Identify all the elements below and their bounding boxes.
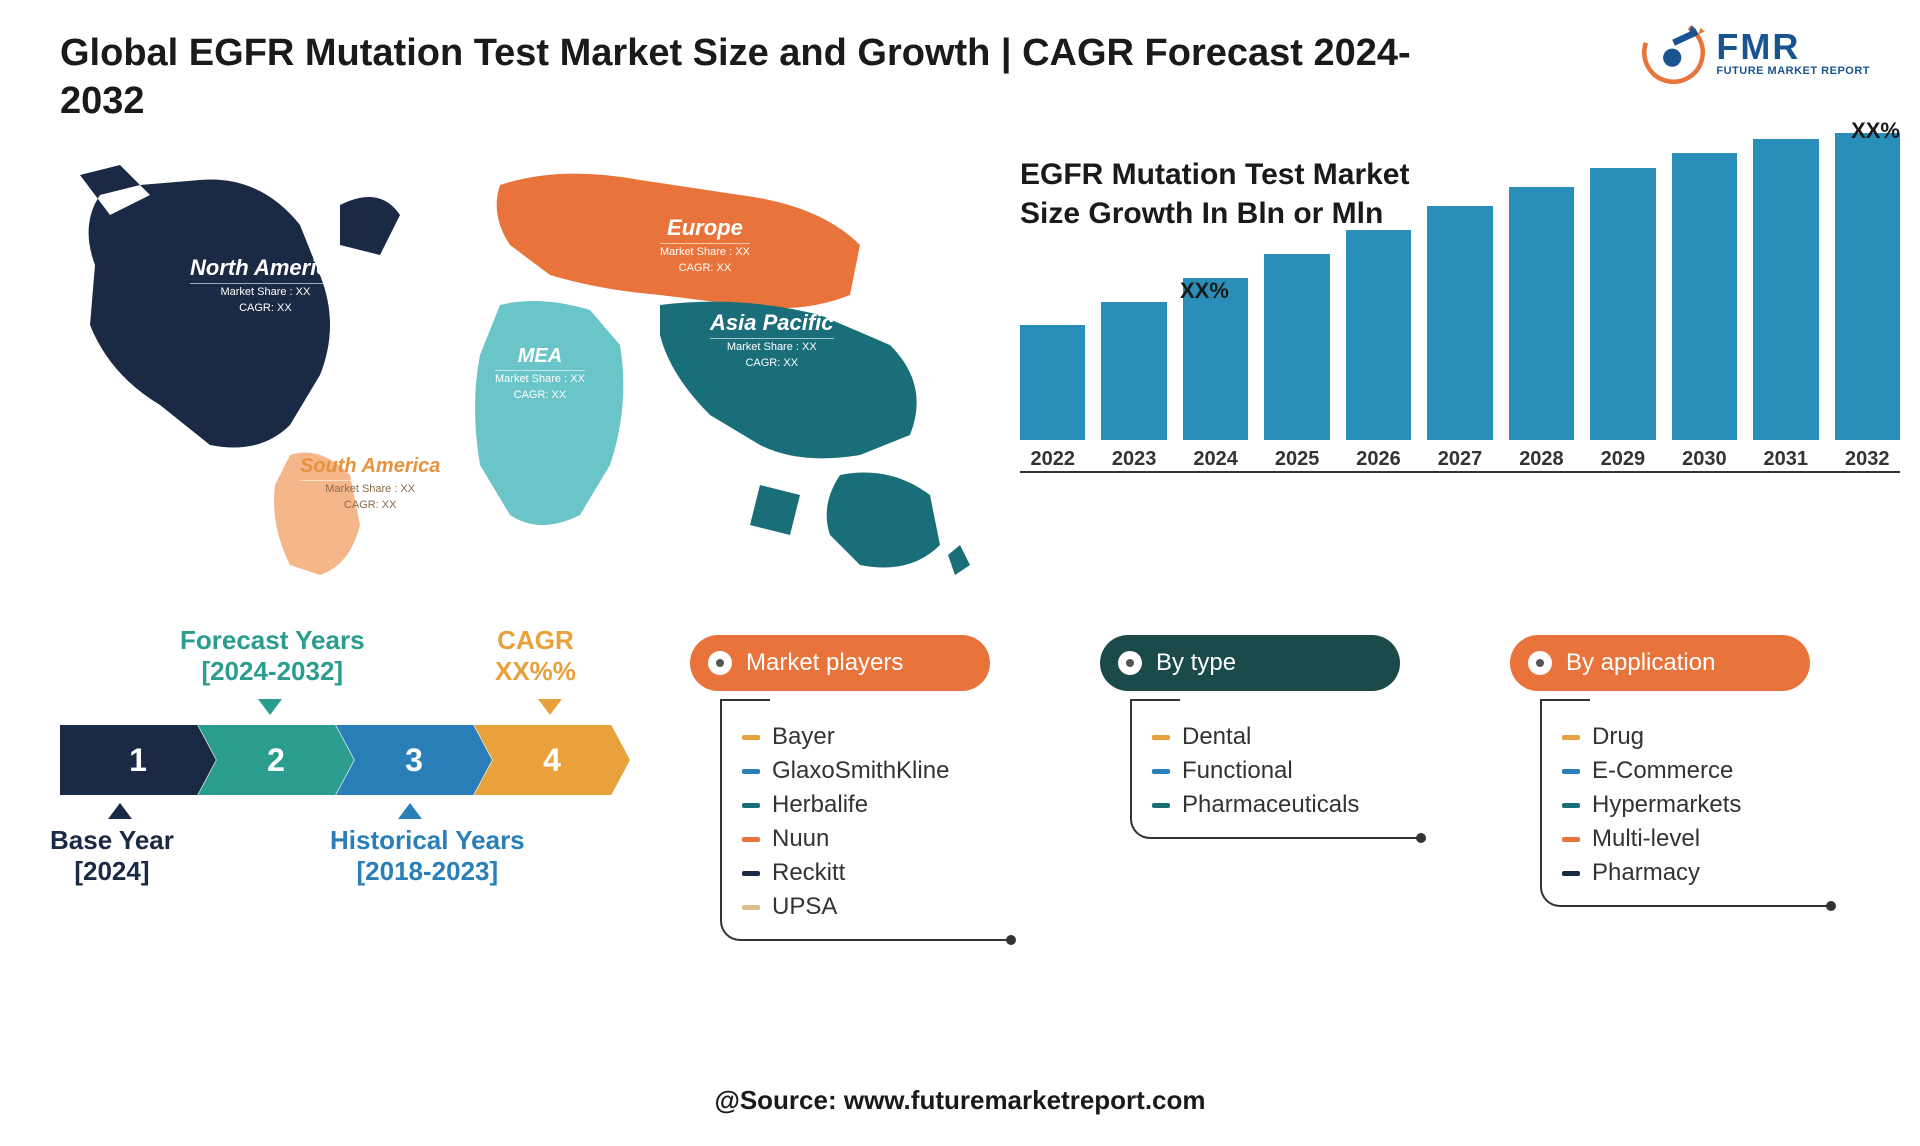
by-application-pill: By application — [1510, 635, 1810, 691]
bar-2027: 2027 — [1427, 133, 1492, 471]
timeline-forecast-label: Forecast Years[2024-2032] — [180, 625, 365, 687]
timeline: Forecast Years[2024-2032] CAGRXX%% 1234 … — [60, 635, 630, 941]
logo-abbr: FMR — [1716, 29, 1870, 65]
bar-2025: 2025 — [1264, 133, 1329, 471]
region-europe: Europe Market Share : XX CAGR: XX — [660, 215, 750, 274]
logo-subtitle: FUTURE MARKET REPORT — [1716, 65, 1870, 77]
by-application-col: By application Drug E-Commerce Hypermarket… — [1510, 635, 1860, 941]
timeline-seg-1: 1 — [60, 725, 216, 795]
region-asia-pacific: Asia Pacific Market Share : XX CAGR: XX — [710, 310, 834, 369]
list-item: E-Commerce — [1562, 757, 1830, 785]
region-mea: MEA Market Share : XX CAGR: XX — [495, 345, 585, 401]
region-south-america: South America Market Share : XX CAGR: XX — [300, 455, 440, 511]
world-map: North America Market Share : XX CAGR: XX… — [60, 145, 980, 585]
timeline-base-label: Base Year[2024] — [50, 825, 174, 887]
by-type-col: By type Dental Functional Pharmaceuticals — [1100, 635, 1450, 941]
list-item: Hypermarkets — [1562, 791, 1830, 819]
telescope-icon — [1641, 20, 1706, 85]
bar-chart-section: EGFR Mutation Test Market Size Growth In… — [1020, 145, 1900, 585]
list-item: UPSA — [742, 893, 1010, 921]
bar-2022: 2022 — [1020, 133, 1085, 471]
chart-annot-2024: XX% — [1180, 278, 1229, 304]
list-item: Bayer — [742, 723, 1010, 751]
list-item: Drug — [1562, 723, 1830, 751]
list-item: Pharmacy — [1562, 859, 1830, 887]
list-item: Herbalife — [742, 791, 1010, 819]
bar-2031: 2031 — [1753, 133, 1818, 471]
timeline-seg-4: 4 — [474, 725, 630, 795]
logo: FMR FUTURE MARKET REPORT — [1641, 20, 1870, 85]
source-attribution: @Source: www.futuremarketreport.com — [714, 1085, 1205, 1116]
bar-2026: 2026 — [1346, 133, 1411, 471]
chart-annot-2032: XX% — [1851, 118, 1900, 144]
list-item: Dental — [1152, 723, 1420, 751]
list-item: Pharmaceuticals — [1152, 791, 1420, 819]
bar-2032: 2032 — [1835, 133, 1900, 471]
list-item: Functional — [1152, 757, 1420, 785]
region-north-america: North America Market Share : XX CAGR: XX — [190, 255, 341, 314]
bar-2029: 2029 — [1590, 133, 1655, 471]
bar-2028: 2028 — [1509, 133, 1574, 471]
list-item: GlaxoSmithKline — [742, 757, 1010, 785]
page-title: Global EGFR Mutation Test Market Size an… — [60, 30, 1460, 125]
list-item: Nuun — [742, 825, 1010, 853]
timeline-cagr-label: CAGRXX%% — [495, 625, 576, 687]
market-players-col: Market players Bayer GlaxoSmithKline Herba… — [690, 635, 1040, 941]
bar-2023: 2023 — [1101, 133, 1166, 471]
by-type-pill: By type — [1100, 635, 1400, 691]
timeline-seg-2: 2 — [198, 725, 354, 795]
timeline-historical-label: Historical Years[2018-2023] — [330, 825, 525, 887]
market-players-pill: Market players — [690, 635, 990, 691]
list-item: Multi-level — [1562, 825, 1830, 853]
timeline-seg-3: 3 — [336, 725, 492, 795]
list-item: Reckitt — [742, 859, 1010, 887]
bar-2030: 2030 — [1672, 133, 1737, 471]
